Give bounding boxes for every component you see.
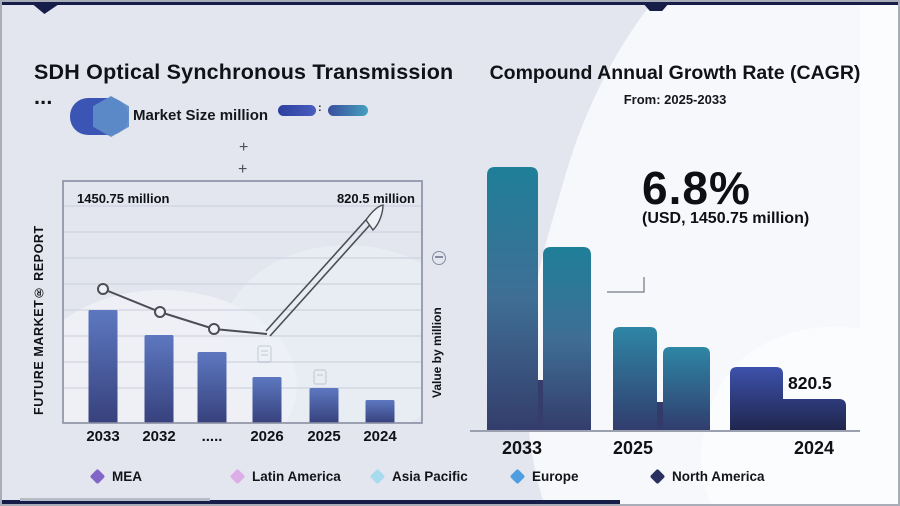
cagr-bar-chart [470, 167, 860, 432]
cagr-subtitle: From: 2025-2033 [623, 92, 727, 107]
legend-label: Latin America [252, 469, 341, 484]
legend-diamond-icon [89, 468, 106, 485]
x-axis-label: ..... [201, 428, 223, 445]
legend-diamond-icon [369, 468, 386, 485]
market-size-bar-chart [62, 180, 423, 424]
legend-label: North America [672, 469, 765, 484]
x-axis-label: 2025 [612, 438, 654, 458]
x-axis-label: 2033 [501, 438, 543, 458]
zoom-out-icon [432, 251, 446, 265]
left-chart-title: SDH Optical Synchronous Transmission ... [34, 60, 454, 109]
market-size-bar [252, 377, 282, 423]
ratio-pill-left [278, 105, 316, 116]
top-accent-notch [642, 2, 670, 11]
plus-icon: + [238, 161, 248, 178]
legend-diamond-icon [649, 468, 666, 485]
legend-label: Asia Pacific [392, 469, 468, 484]
faint-document-icons [257, 345, 327, 385]
start-value-annotation: 1450.75 million [77, 191, 170, 206]
elbow-callout-line [607, 277, 645, 293]
cagr-note: (USD, 1450.75 million) [642, 210, 810, 227]
legend-label: MEA [112, 469, 142, 484]
trend-line [102, 288, 268, 335]
gridlines [64, 205, 421, 389]
market-size-bars [88, 310, 395, 423]
ratio-pill-right [328, 105, 368, 116]
growth-arrow [265, 204, 384, 337]
market-size-bar [144, 335, 174, 423]
x-axis-label: 2033 [86, 428, 120, 445]
x-axis-label: 2024 [363, 428, 397, 445]
legend-diamond-icon [509, 468, 526, 485]
market-size-bar [197, 352, 227, 423]
x-axis-label: 2032 [142, 428, 176, 445]
market-size-legend-label: Market Size million [133, 107, 269, 124]
region-legend: MEA Latin America Asia Pacific Europe No… [2, 466, 898, 496]
top-accent-strip [2, 2, 898, 5]
value-axis-label: Value by million [430, 307, 444, 399]
bottom-accent-gray [20, 498, 210, 501]
trend-markers [97, 283, 220, 335]
bar-group-2025 [613, 327, 710, 430]
ratio-colon: : [318, 102, 322, 114]
x-axis-label: 2024 [793, 438, 835, 458]
legend-diamond-icon [229, 468, 246, 485]
bar-value-label: 820.5 [788, 373, 832, 393]
market-size-bar [365, 400, 395, 423]
end-value-annotation: 820.5 million [336, 191, 415, 206]
x-axis-label: 2025 [307, 428, 341, 445]
bottom-accent-strip [2, 500, 620, 504]
market-size-bar [309, 388, 339, 423]
bar-group-2033 [487, 167, 591, 430]
bar-group-2024 [730, 367, 846, 430]
cagr-title: Compound Annual Growth Rate (CAGR) [489, 62, 861, 84]
x-axis-label: 2026 [250, 428, 284, 445]
panel-border [62, 180, 423, 424]
legend-label: Europe [532, 469, 579, 484]
cagr-value: 6.8% [642, 162, 751, 214]
market-size-bar [88, 310, 118, 423]
future-market-report-watermark: FUTURE MARKET® REPORT [32, 225, 46, 415]
plus-icon: + [239, 139, 249, 156]
top-accent-triangle [30, 2, 62, 14]
